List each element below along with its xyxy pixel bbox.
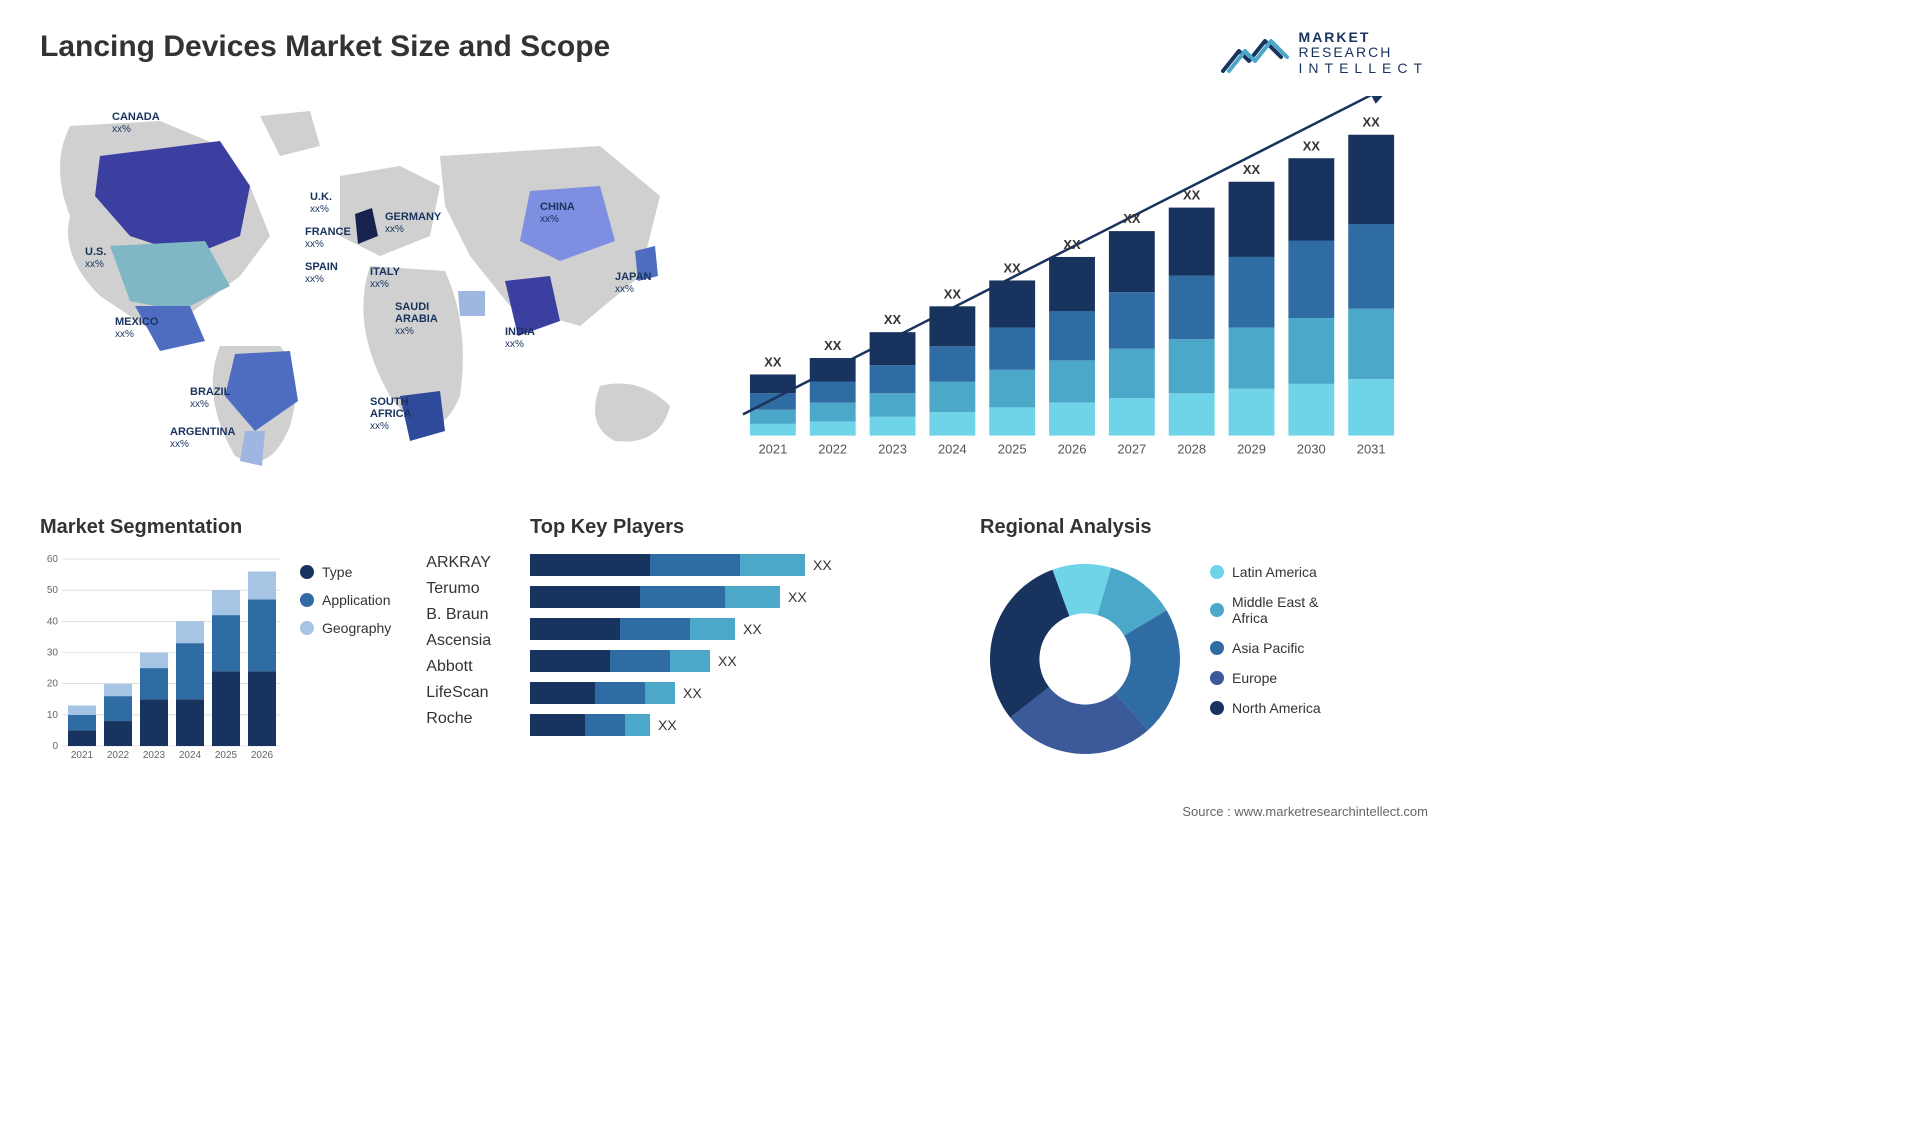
map-label: INDIAxx% (505, 326, 535, 350)
world-map-panel: CANADAxx% U.S.xx% MEXICOxx% BRAZILxx% ARGENT… (40, 96, 700, 486)
svg-text:2024: 2024 (179, 750, 202, 761)
map-label: ARGENTINAxx% (170, 426, 235, 450)
map-label: U.K.xx% (310, 191, 332, 215)
svg-text:2026: 2026 (251, 750, 274, 761)
tkp-row: XX (530, 554, 950, 576)
top-key-players-bars: XX XX XX XX XX XX (530, 554, 950, 736)
svg-text:2031: 2031 (1357, 442, 1386, 457)
key-player-name: ARKRAY (426, 554, 491, 572)
svg-text:XX: XX (1303, 138, 1321, 153)
tkp-row: XX (530, 650, 950, 672)
tkp-value: XX (683, 685, 702, 701)
tkp-value: XX (813, 557, 832, 573)
tkp-value: XX (788, 589, 807, 605)
legend-item: Application (300, 592, 391, 608)
key-player-name: LifeScan (426, 684, 491, 702)
svg-text:2025: 2025 (215, 750, 238, 761)
brand-logo: MARKET RESEARCH INTELLECT (1221, 30, 1428, 76)
map-label: CANADAxx% (112, 111, 160, 135)
tkp-value: XX (743, 621, 762, 637)
segmentation-title: Market Segmentation (40, 516, 500, 539)
svg-text:XX: XX (1183, 188, 1201, 203)
tkp-row: XX (530, 586, 950, 608)
region-legend-item: Europe (1210, 670, 1321, 686)
svg-text:2030: 2030 (1297, 442, 1326, 457)
svg-text:40: 40 (47, 617, 59, 628)
tkp-row: XX (530, 618, 950, 640)
regional-analysis-title: Regional Analysis (980, 516, 1428, 539)
region-legend-item: Latin America (1210, 564, 1321, 580)
key-player-name: Ascensia (426, 632, 491, 650)
svg-text:60: 60 (47, 554, 59, 565)
map-label: SOUTHAFRICAxx% (370, 396, 412, 432)
key-player-name: B. Braun (426, 606, 491, 624)
page-title: Lancing Devices Market Size and Scope (40, 30, 610, 64)
svg-text:2022: 2022 (107, 750, 130, 761)
svg-text:2023: 2023 (878, 442, 907, 457)
map-label: SAUDIARABIAxx% (395, 301, 438, 337)
tkp-value: XX (718, 653, 737, 669)
map-label: SPAINxx% (305, 261, 338, 285)
map-label: MEXICOxx% (115, 316, 158, 340)
svg-text:2029: 2029 (1237, 442, 1266, 457)
svg-text:2023: 2023 (143, 750, 166, 761)
regional-analysis-panel: Regional Analysis Latin America Middle Ea… (980, 516, 1428, 784)
segmentation-panel: Market Segmentation 0 10 20 30 40 50 60 2021 20… (40, 516, 500, 784)
svg-text:XX: XX (1063, 237, 1081, 252)
svg-text:2028: 2028 (1177, 442, 1206, 457)
key-player-name: Abbott (426, 658, 491, 676)
regional-donut (980, 554, 1190, 764)
key-players-list: ARKRAY Terumo B. Braun Ascensia Abbott LifeSc… (426, 554, 491, 784)
svg-text:XX: XX (944, 287, 962, 302)
svg-text:50: 50 (47, 585, 59, 596)
svg-text:2027: 2027 (1117, 442, 1146, 457)
map-label: GERMANYxx% (385, 211, 441, 235)
region-legend-item: Middle East &Africa (1210, 594, 1321, 626)
growth-chart: XX XX XX XX XX XX XX XX XX XX XX 2021 2022 2023 2024 2… (730, 96, 1428, 486)
tkp-value: XX (658, 717, 677, 733)
svg-text:XX: XX (1363, 115, 1381, 130)
legend-item: Geography (300, 620, 391, 636)
map-label: FRANCExx% (305, 226, 351, 250)
map-label: U.S.xx% (85, 246, 106, 270)
svg-text:2021: 2021 (71, 750, 94, 761)
segmentation-chart: 0 10 20 30 40 50 60 2021 2022 2023 2024 2025 2026 (40, 554, 280, 784)
map-label: CHINAxx% (540, 201, 575, 225)
logo-line2: RESEARCH (1299, 45, 1428, 60)
segmentation-legend: Type Application Geography (300, 554, 391, 784)
svg-text:2021: 2021 (758, 442, 787, 457)
svg-text:2024: 2024 (938, 442, 967, 457)
logo-line3: INTELLECT (1299, 61, 1428, 76)
growth-chart-panel: XX XX XX XX XX XX XX XX XX XX XX 2021 2022 2023 2024 2… (730, 96, 1428, 486)
top-key-players-panel: Top Key Players XX XX XX XX XX XX (530, 516, 950, 784)
svg-text:2022: 2022 (818, 442, 847, 457)
svg-text:2026: 2026 (1058, 442, 1087, 457)
top-key-players-title: Top Key Players (530, 516, 950, 539)
svg-text:XX: XX (1004, 261, 1022, 276)
map-label: JAPANxx% (615, 271, 651, 295)
map-label: BRAZILxx% (190, 386, 230, 410)
key-player-name: Roche (426, 710, 491, 728)
svg-text:XX: XX (824, 338, 842, 353)
tkp-row: XX (530, 714, 950, 736)
svg-text:XX: XX (764, 355, 782, 370)
svg-text:0: 0 (52, 741, 58, 752)
map-label: ITALYxx% (370, 266, 400, 290)
svg-text:10: 10 (47, 710, 59, 721)
svg-text:XX: XX (884, 312, 902, 327)
svg-text:30: 30 (47, 648, 59, 659)
footer-source: Source : www.marketresearchintellect.com (40, 804, 1428, 819)
region-legend-item: Asia Pacific (1210, 640, 1321, 656)
region-legend-item: North America (1210, 700, 1321, 716)
svg-text:20: 20 (47, 679, 59, 690)
regional-legend: Latin America Middle East &Africa Asia Pac… (1210, 554, 1321, 716)
legend-item: Type (300, 564, 391, 580)
svg-text:2025: 2025 (998, 442, 1027, 457)
svg-text:XX: XX (1123, 211, 1141, 226)
logo-line1: MARKET (1299, 30, 1428, 45)
logo-icon (1221, 31, 1291, 76)
svg-text:XX: XX (1243, 162, 1261, 177)
tkp-row: XX (530, 682, 950, 704)
key-player-name: Terumo (426, 580, 491, 598)
